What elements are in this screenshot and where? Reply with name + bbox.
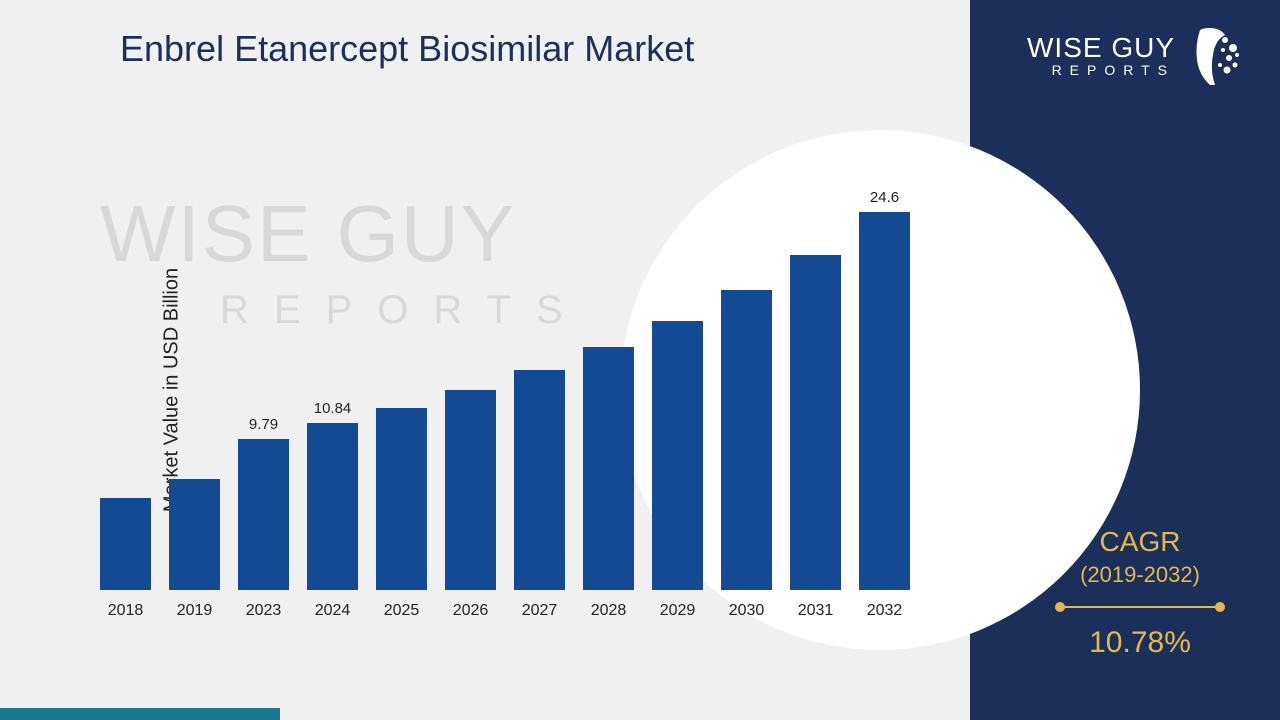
bar-group: 9.79: [238, 439, 289, 590]
bar-group: [376, 408, 427, 590]
x-axis-label: 2025: [376, 602, 427, 620]
bar-group: [169, 479, 220, 590]
x-axis-label: 2029: [652, 602, 703, 620]
logo-text: WISE GUY REPORTS: [1027, 32, 1175, 78]
x-axis-label: 2023: [238, 602, 289, 620]
bar: [307, 423, 358, 590]
bar: [790, 255, 841, 590]
x-axis-label: 2028: [583, 602, 634, 620]
bar: [514, 370, 565, 590]
cagr-divider-line: [1060, 606, 1220, 608]
x-axis-label: 2030: [721, 602, 772, 620]
x-axis-label: 2018: [100, 602, 151, 620]
bar-group: [652, 321, 703, 590]
logo-main-text: WISE GUY: [1027, 32, 1175, 64]
bar-group: [721, 290, 772, 590]
x-axis-label: 2019: [169, 602, 220, 620]
bar-value-label: 24.6: [870, 189, 899, 206]
bar: [100, 498, 151, 590]
bar-value-label: 10.84: [314, 400, 352, 417]
x-axis-label: 2026: [445, 602, 496, 620]
bar: [652, 321, 703, 590]
bar-group: [790, 255, 841, 590]
bar-group: 10.84: [307, 423, 358, 590]
logo-head-icon: [1185, 20, 1245, 90]
bar: [169, 479, 220, 590]
bar: [238, 439, 289, 590]
bar-group: 24.6: [859, 212, 910, 590]
x-axis-label: 2031: [790, 602, 841, 620]
x-axis-label: 2027: [514, 602, 565, 620]
bar-group: [445, 390, 496, 590]
bar: [859, 212, 910, 590]
x-axis-label: 2032: [859, 602, 910, 620]
bar-value-label: 9.79: [249, 416, 278, 433]
chart-area: Market Value in USD Billion 9.7910.8424.…: [80, 160, 910, 620]
bar-group: [100, 498, 151, 590]
bar: [721, 290, 772, 590]
cagr-period: (2019-2032): [1060, 562, 1220, 588]
x-axis-labels: 2018 2019 2023 2024 2025 2026 2027 2028 2029 2030…: [100, 602, 910, 620]
bar-group: [583, 347, 634, 590]
bar: [376, 408, 427, 590]
bar: [583, 347, 634, 590]
bars-container: 9.79 10.84 24.6: [100, 180, 910, 590]
logo-sub-text: REPORTS: [1052, 62, 1175, 78]
bar-group: [514, 370, 565, 590]
bar: [445, 390, 496, 590]
logo: WISE GUY REPORTS: [1027, 20, 1245, 90]
cagr-title: CAGR: [1060, 526, 1220, 558]
x-axis-label: 2024: [307, 602, 358, 620]
bottom-accent-bar: [0, 708, 280, 720]
cagr-value: 10.78%: [1060, 626, 1220, 660]
chart-title: Enbrel Etanercept Biosimilar Market: [120, 28, 694, 70]
cagr-box: CAGR (2019-2032) 10.78%: [1060, 526, 1220, 660]
